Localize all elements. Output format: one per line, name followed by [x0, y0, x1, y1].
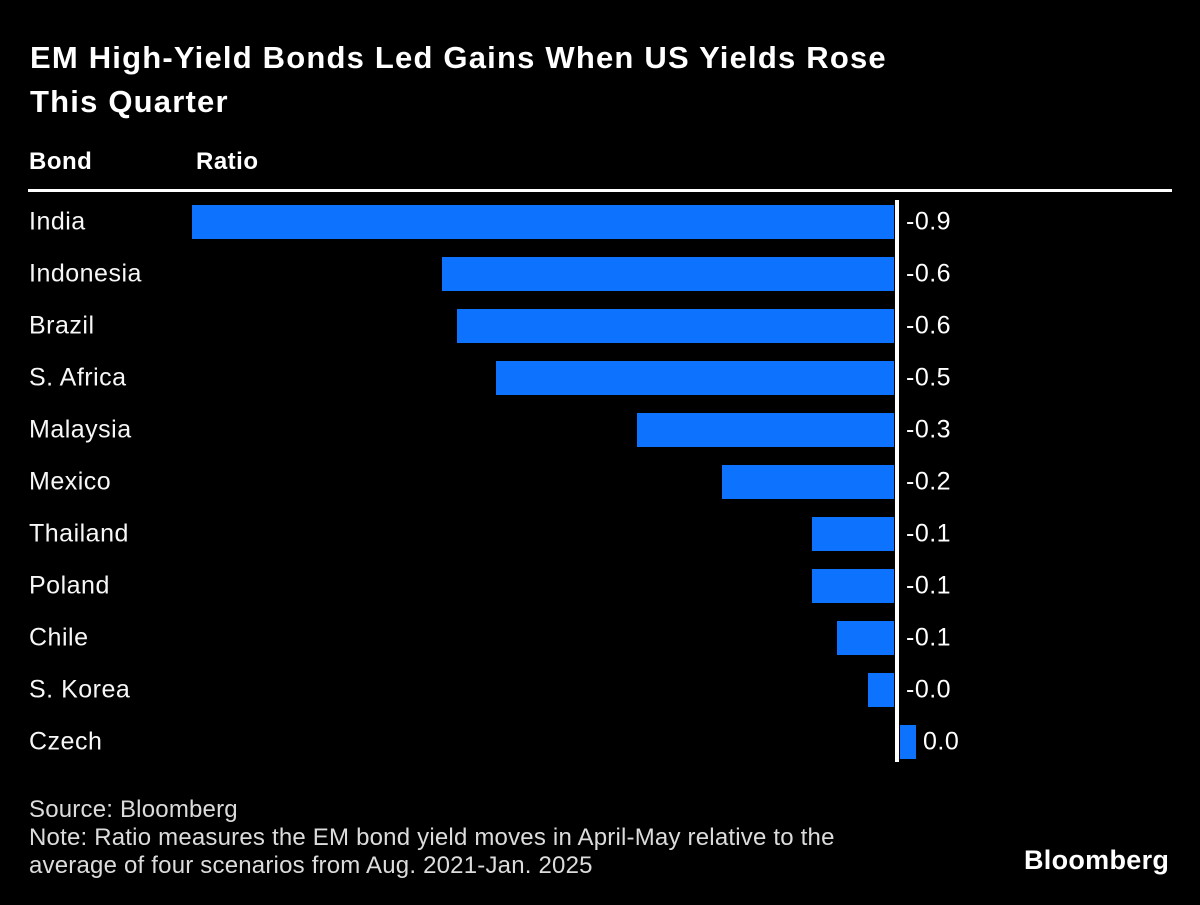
ratio-bar: [837, 621, 894, 655]
bond-label: Brazil: [29, 311, 95, 340]
ratio-value-label: -0.1: [906, 519, 952, 548]
bar-row: S. Korea -0.0: [0, 664, 1200, 716]
bar-row: Malaysia -0.3: [0, 404, 1200, 456]
chart-title-line2: This Quarter: [30, 84, 229, 119]
bond-label: Chile: [29, 623, 89, 652]
bar-row: S. Africa -0.5: [0, 352, 1200, 404]
ratio-value-label: -0.9: [906, 207, 952, 236]
ratio-bar: [496, 361, 894, 395]
bar-row: Indonesia -0.6: [0, 248, 1200, 300]
bond-label: Poland: [29, 571, 110, 600]
bloomberg-logo: Bloomberg: [1024, 845, 1170, 875]
note-text: Note: Ratio measures the EM bond yield m…: [29, 824, 835, 880]
note-text-line2: average of four scenarios from Aug. 2021…: [29, 852, 593, 879]
bar-row: Mexico -0.2: [0, 456, 1200, 508]
ratio-value-label: -0.6: [906, 311, 952, 340]
ratio-bar: [637, 413, 894, 447]
bond-label: Indonesia: [29, 259, 142, 288]
ratio-bar: [442, 257, 894, 291]
bond-label: S. Africa: [29, 363, 127, 392]
source-text: Source: Bloomberg: [29, 796, 238, 823]
header-rule: [28, 189, 1172, 192]
ratio-value-label: 0.0: [923, 727, 960, 756]
ratio-value-label: -0.6: [906, 259, 952, 288]
bond-label: Malaysia: [29, 415, 132, 444]
column-header-bond: Bond: [29, 148, 93, 175]
note-text-line1: Note: Ratio measures the EM bond yield m…: [29, 824, 835, 851]
bar-row: India -0.9: [0, 196, 1200, 248]
bar-row: Brazil -0.6: [0, 300, 1200, 352]
ratio-bar: [900, 725, 916, 759]
column-header-ratio: Ratio: [196, 148, 259, 175]
zero-axis-line: [895, 200, 899, 762]
ratio-value-label: -0.1: [906, 571, 952, 600]
bar-row: Czech 0.0: [0, 716, 1200, 768]
bond-label: India: [29, 207, 86, 236]
chart-title-line1: EM High-Yield Bonds Led Gains When US Yi…: [30, 40, 887, 75]
bar-chart: India -0.9 Indonesia -0.6 Brazil -0.6 S.…: [0, 196, 1200, 768]
ratio-bar: [722, 465, 894, 499]
ratio-bar: [812, 569, 894, 603]
bond-label: S. Korea: [29, 675, 131, 704]
ratio-value-label: -0.2: [906, 467, 952, 496]
ratio-bar: [192, 205, 894, 239]
ratio-value-label: -0.1: [906, 623, 952, 652]
bond-label: Czech: [29, 727, 103, 756]
bar-row: Poland -0.1: [0, 560, 1200, 612]
bar-row: Thailand -0.1: [0, 508, 1200, 560]
ratio-bar: [457, 309, 894, 343]
ratio-value-label: -0.5: [906, 363, 952, 392]
ratio-bar: [812, 517, 894, 551]
chart-title: EM High-Yield Bonds Led Gains When US Yi…: [30, 36, 887, 124]
bar-row: Chile -0.1: [0, 612, 1200, 664]
ratio-bar: [868, 673, 894, 707]
bond-label: Mexico: [29, 467, 112, 496]
ratio-value-label: -0.3: [906, 415, 952, 444]
bond-label: Thailand: [29, 519, 129, 548]
ratio-value-label: -0.0: [906, 675, 952, 704]
